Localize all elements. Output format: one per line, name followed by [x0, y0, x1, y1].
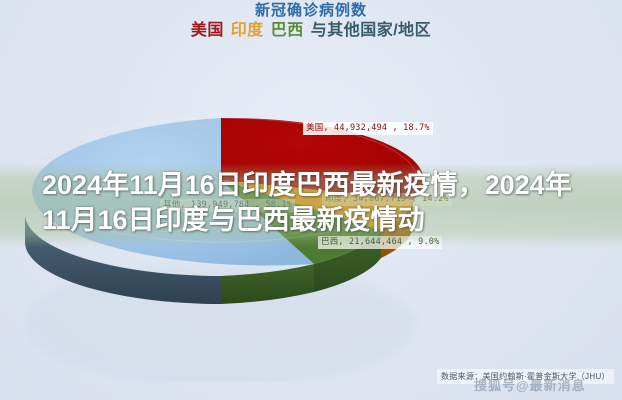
pie-chart-svg [25, 117, 424, 382]
subtitle-part-other: 与其他国家/地区 [310, 21, 432, 39]
chart-title-block: 新冠确诊病例数 美国 印度 巴西 与其他国家/地区 [0, 2, 622, 41]
chart-title: 新冠确诊病例数 [254, 2, 367, 19]
data-label-other: 其他, 139,949,784 , 58.1% [160, 199, 296, 212]
pie-side-brazil [221, 264, 314, 304]
subtitle-part-brazil: 巴西 [270, 21, 304, 39]
chart-source-note: 数据来源：美国约翰斯·霍普金斯大学（JHU） [437, 369, 614, 384]
chart-subtitle: 美国 印度 巴西 与其他国家/地区 [0, 22, 622, 41]
data-label-brazil: 巴西, 21,644,464 , 9.0% [318, 236, 443, 249]
pie-chart [25, 52, 449, 382]
data-label-us: 美国, 44,932,494 , 18.7% [303, 122, 433, 135]
pie-side-other [25, 214, 221, 304]
subtitle-part-us: 美国 [190, 21, 224, 39]
subtitle-part-india: 印度 [230, 21, 264, 39]
data-label-india: 印度, 34,067,719 , 14.2% [322, 193, 452, 206]
